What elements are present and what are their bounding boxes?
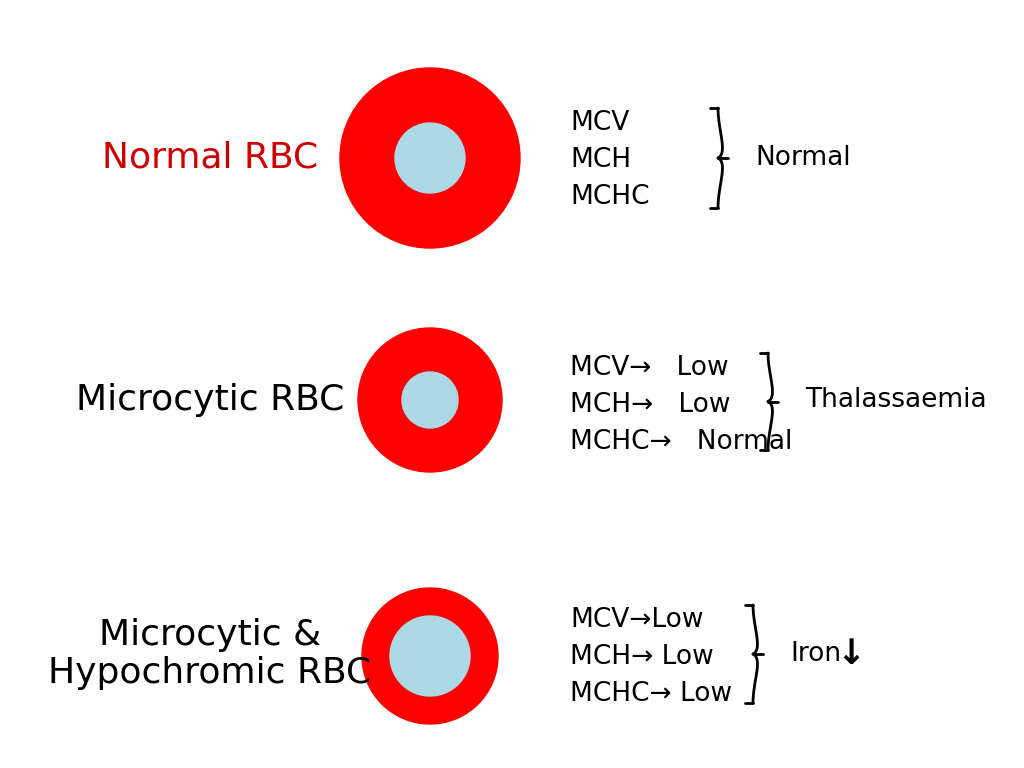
Text: Normal RBC: Normal RBC bbox=[101, 141, 318, 175]
Text: MCHC→ Low: MCHC→ Low bbox=[570, 681, 732, 707]
Text: Microcytic RBC: Microcytic RBC bbox=[76, 383, 344, 417]
Text: Iron: Iron bbox=[790, 641, 841, 667]
Circle shape bbox=[362, 588, 498, 724]
Text: MCV→Low: MCV→Low bbox=[570, 607, 703, 633]
Circle shape bbox=[390, 616, 470, 696]
Text: MCH: MCH bbox=[570, 147, 631, 173]
Circle shape bbox=[395, 123, 465, 193]
Circle shape bbox=[402, 372, 458, 428]
Text: MCH→ Low: MCH→ Low bbox=[570, 644, 714, 670]
Text: MCV: MCV bbox=[570, 110, 630, 136]
Circle shape bbox=[358, 328, 502, 472]
Text: Thalassaemia: Thalassaemia bbox=[805, 387, 987, 413]
Text: Normal: Normal bbox=[755, 145, 851, 171]
Text: MCHC→   Normal: MCHC→ Normal bbox=[570, 429, 793, 455]
Text: MCH→   Low: MCH→ Low bbox=[570, 392, 730, 418]
Circle shape bbox=[340, 68, 520, 248]
Text: MCV→   Low: MCV→ Low bbox=[570, 355, 729, 381]
Text: MCHC: MCHC bbox=[570, 184, 649, 210]
Text: Microcytic &: Microcytic & bbox=[99, 618, 322, 652]
Text: Hypochromic RBC: Hypochromic RBC bbox=[48, 656, 372, 690]
Text: ↓: ↓ bbox=[836, 637, 865, 671]
